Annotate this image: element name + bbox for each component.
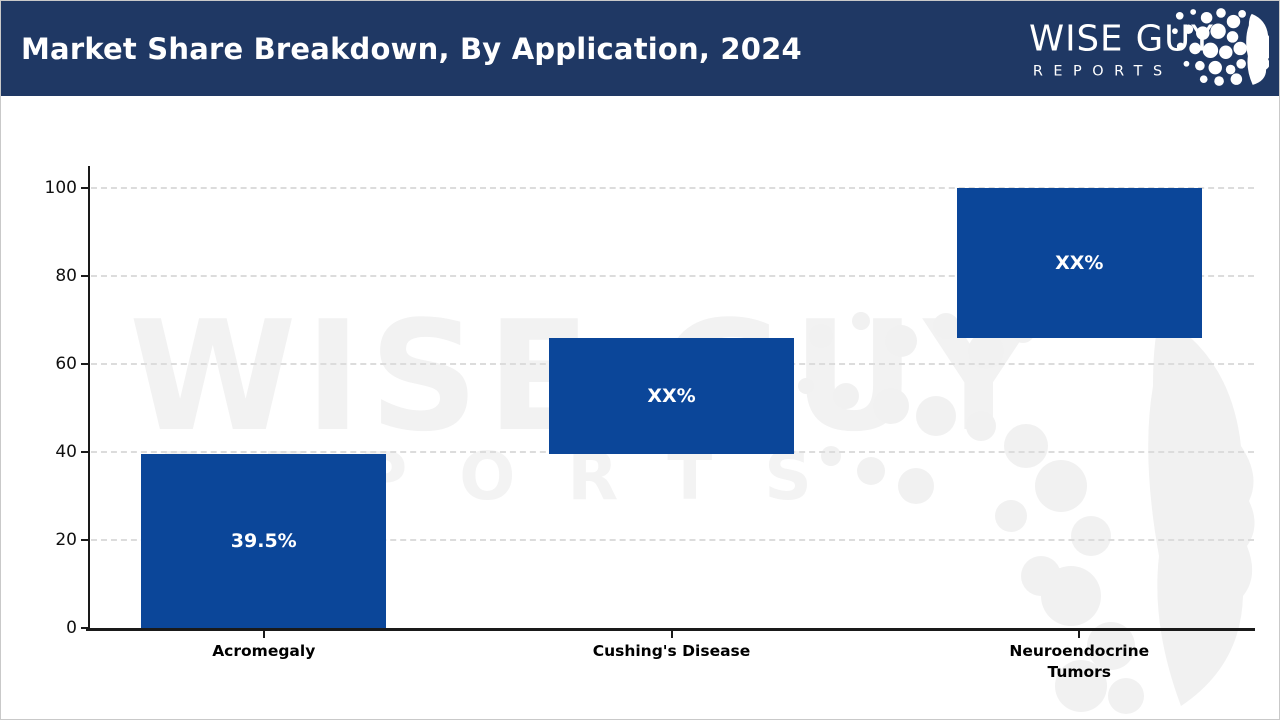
y-tick-mark-0 [81,627,89,629]
dotted-head-icon [1172,7,1272,86]
gridline-100 [91,187,1254,189]
chart-title: Market Share Breakdown, By Application, … [21,31,802,66]
y-tick-label-100: 100 [44,178,77,198]
y-tick-label-40: 40 [55,442,77,462]
category-label-0: Acromegaly [212,642,316,660]
bar-cushing-s-disease: XX% [549,337,794,455]
y-tick-label-80: 80 [55,266,77,286]
bar-acromegaly: 39.5% [141,454,387,628]
watermark-dotted-head [798,312,1255,714]
bar-value-label: XX% [647,384,696,407]
x-axis-line [86,628,1255,631]
category-label-1: Cushing's Disease [592,642,751,660]
bar-neuroendocrine-tumors: XX% [956,188,1202,338]
wise-guy-logo-graphic: WISE GUY REPORTS [1029,7,1272,86]
bar-value-label: 39.5% [230,530,297,553]
x-tick-mark-2 [1078,631,1081,638]
wise-guy-reports-logo: WISE GUY REPORTS [1029,5,1272,93]
y-axis-line [88,166,90,628]
gridline-80 [91,275,1254,277]
x-tick-mark-0 [262,631,265,638]
x-tick-mark-1 [670,631,673,638]
bar-value-label: XX% [1055,251,1104,274]
y-tick-label-20: 20 [55,530,77,550]
y-tick-mark-40 [81,451,89,453]
header-band: Market Share Breakdown, By Application, … [1,1,1279,96]
y-tick-label-60: 60 [55,354,77,374]
logo-wordmark: WISE GUY [1029,18,1214,59]
category-label-2: Neuroendocrine Tumors [1009,642,1150,681]
y-tick-label-0: 0 [66,618,77,638]
y-tick-mark-20 [81,539,89,541]
y-tick-mark-60 [81,363,89,365]
chart-area: WISE GUY REPORTS 0 20 40 60 80 100 39.5% Acrome… [1,96,1279,719]
logo-subtext: REPORTS [1033,63,1173,79]
gridline-20 [91,539,1254,541]
y-tick-mark-100 [81,187,89,189]
y-tick-mark-80 [81,275,89,277]
